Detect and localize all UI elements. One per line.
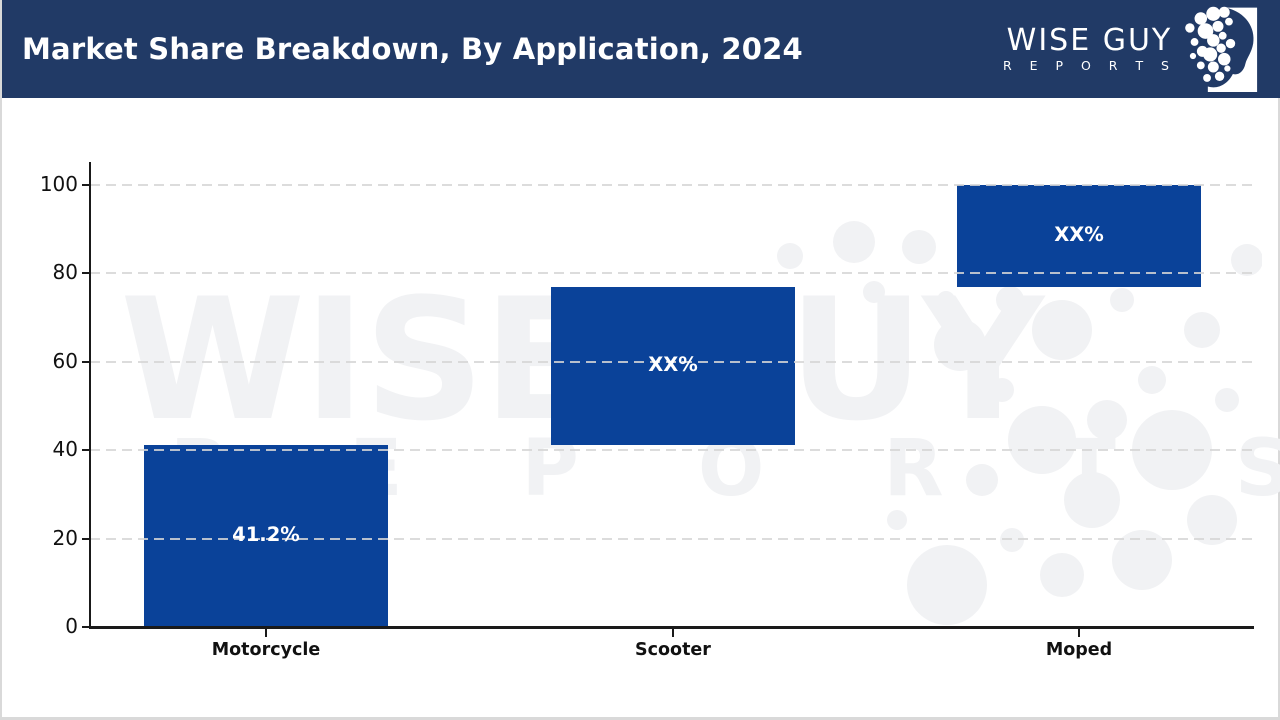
gridline-y-100 (90, 184, 1254, 186)
y-tick-mark (82, 626, 90, 628)
x-tick-mark (672, 629, 674, 637)
bar-scooter[interactable] (551, 286, 795, 445)
y-tick-label: 0 (65, 614, 78, 638)
brand-name: WISE GUY (1006, 22, 1173, 58)
y-tick-mark (82, 537, 90, 540)
y-tick-mark (82, 184, 90, 186)
y-tick-mark (82, 360, 90, 363)
x-category-label: Motorcycle (211, 640, 321, 660)
page-title: Market Share Breakdown, By Application, … (22, 32, 803, 66)
x-category-label: Scooter (635, 640, 711, 660)
header-bar: Market Share Breakdown, By Application, … (2, 0, 1280, 98)
x-tick-mark (265, 629, 267, 637)
brand-logo-text: WISE GUY R E P O R T S (1003, 25, 1176, 74)
brand-dotted-head-icon (1185, 6, 1258, 92)
y-tick-label: 40 (52, 437, 78, 462)
bar-value-label: XX% (648, 352, 698, 376)
y-tick-mark (82, 449, 90, 452)
y-tick-label: 80 (52, 260, 78, 285)
bar-value-label: XX% (1054, 222, 1104, 246)
x-tick-mark (1078, 629, 1080, 637)
y-tick-mark (82, 272, 90, 275)
bar-value-label: 41.2% (232, 522, 300, 546)
bar-motorcycle[interactable] (144, 444, 388, 627)
brand-subtitle: R E P O R T S (1002, 58, 1176, 74)
y-axis-line (89, 162, 91, 628)
gridline-y-20 (90, 537, 1254, 540)
bar-moped[interactable] (957, 185, 1201, 287)
y-tick-label: 20 (52, 525, 78, 550)
watermark-dotted-head-icon (777, 221, 1262, 625)
brand-logo: WISE GUY R E P O R T S (1003, 6, 1258, 92)
y-tick-label: 60 (52, 348, 78, 373)
x-axis-line (89, 626, 1254, 629)
x-category-label: Moped (1045, 640, 1113, 660)
gridline-y-60 (90, 360, 1254, 363)
gridline-y-80 (90, 272, 1254, 275)
gridline-y-40 (90, 449, 1254, 452)
y-tick-label: 100 (39, 172, 78, 196)
